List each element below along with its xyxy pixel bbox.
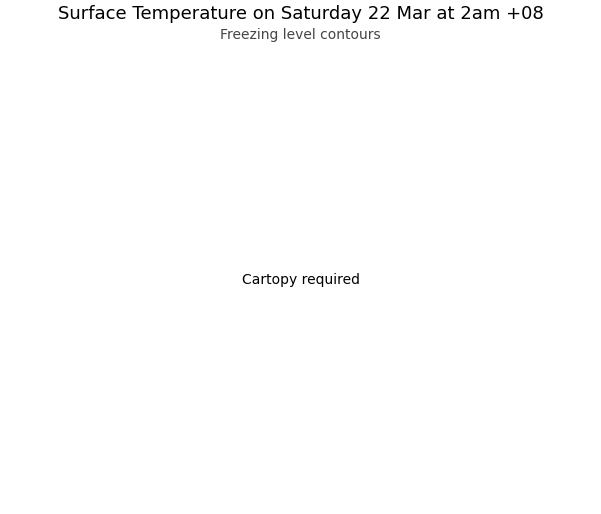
Text: Cartopy required: Cartopy required (242, 272, 359, 287)
Text: Surface Temperature on Saturday 22 Mar at 2am +08: Surface Temperature on Saturday 22 Mar a… (58, 5, 543, 23)
Text: Freezing level contours: Freezing level contours (220, 28, 381, 42)
